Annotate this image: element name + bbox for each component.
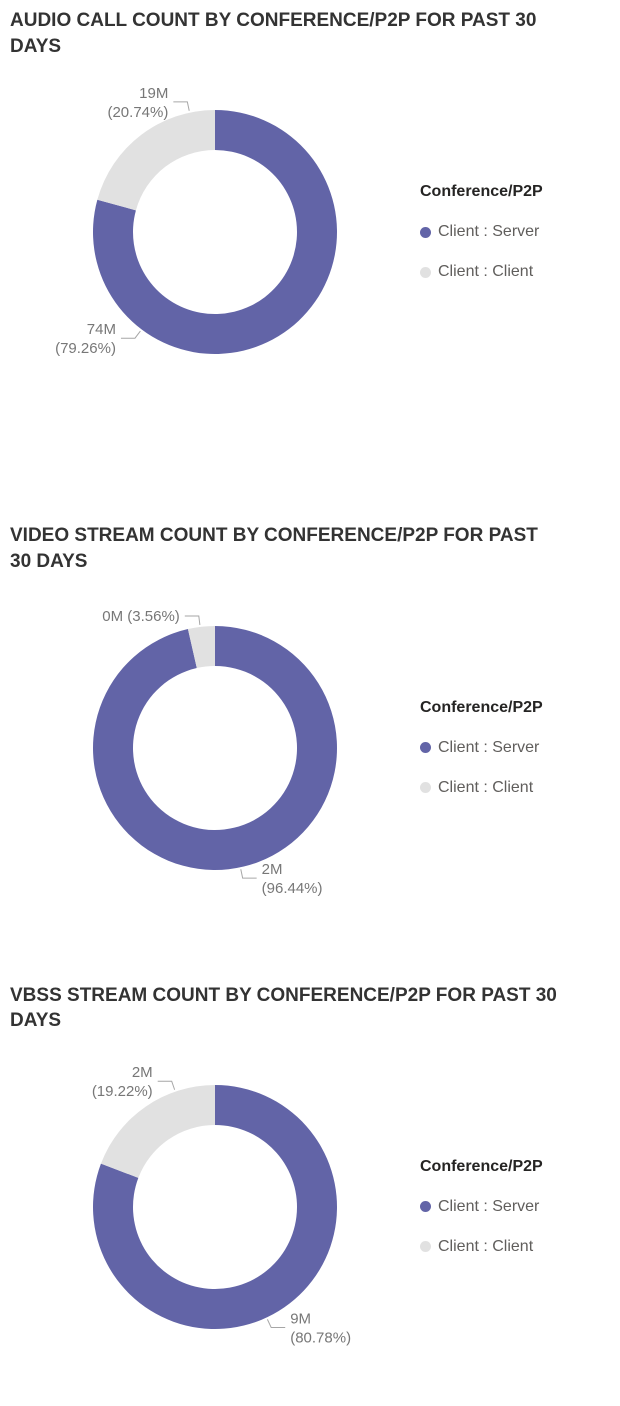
data-label: (96.44%) bbox=[262, 880, 323, 897]
data-label: 19M bbox=[139, 85, 168, 102]
legend-item-label: Client : Client bbox=[438, 263, 534, 281]
legend-item-client-server[interactable]: Client : Server bbox=[420, 1198, 543, 1216]
data-label: 2M bbox=[262, 861, 283, 878]
donut-chart-video: 0M (3.56%) 2M (96.44%) bbox=[92, 608, 338, 897]
chart-title-audio: AUDIO CALL COUNT BY CONFERENCE/P2P FOR P… bbox=[10, 10, 537, 57]
data-label: (20.74%) bbox=[107, 104, 168, 121]
data-label: (79.26%) bbox=[55, 340, 116, 357]
legend-item-client-server[interactable]: Client : Server bbox=[420, 223, 543, 241]
donut-chart-vbss: 2M (19.22%) 9M (80.78%) bbox=[92, 1064, 351, 1346]
data-label: (19.22%) bbox=[92, 1083, 153, 1100]
legend-item-client-client[interactable]: Client : Client bbox=[420, 263, 543, 281]
legend-bullet-icon bbox=[420, 742, 431, 754]
donut-slice-client-server[interactable] bbox=[93, 1084, 337, 1329]
legend-item-label: Client : Server bbox=[438, 738, 540, 756]
callout-leader-line bbox=[266, 1319, 286, 1328]
callout-leader-line bbox=[184, 615, 201, 625]
legend-item-client-server[interactable]: Client : Server bbox=[420, 739, 543, 757]
legend: Conference/P2P Client : Server Client : … bbox=[420, 183, 543, 281]
donut-slice-client-server[interactable] bbox=[93, 110, 337, 355]
chart-title-video: VIDEO STREAM COUNT BY CONFERENCE/P2P FOR… bbox=[10, 525, 538, 572]
donut-slice-client-client[interactable] bbox=[100, 1084, 215, 1178]
chart-body: 0M (3.56%) 2M (96.44%) Conference/P2P Clie… bbox=[10, 583, 610, 913]
legend-item-label: Client : Server bbox=[438, 1197, 540, 1215]
donut-chart-audio: 19M (20.74%) 74M (79.26%) bbox=[55, 85, 337, 357]
legend-item-label: Client : Client bbox=[438, 778, 534, 796]
legend: Conference/P2P Client : Server Client : … bbox=[420, 699, 543, 797]
chart-body: 19M (20.74%) 74M (79.26%) Conference/P2P Cl… bbox=[10, 67, 610, 397]
callout-leader-line bbox=[120, 331, 141, 339]
legend-bullet-icon bbox=[420, 266, 431, 278]
legend: Conference/P2P Client : Server Client : … bbox=[420, 1158, 543, 1256]
legend-item-label: Client : Server bbox=[438, 223, 540, 241]
legend-title: Conference/P2P bbox=[420, 698, 543, 716]
video-stream-chart-card: VIDEO STREAM COUNT BY CONFERENCE/P2P FOR… bbox=[10, 523, 610, 912]
legend-item-client-client[interactable]: Client : Client bbox=[420, 1238, 543, 1256]
vbss-stream-chart-card: VBSS STREAM COUNT BY CONFERENCE/P2P FOR … bbox=[10, 983, 610, 1372]
legend-bullet-icon bbox=[420, 226, 431, 238]
legend-title: Conference/P2P bbox=[420, 1157, 543, 1175]
audio-call-chart-card: AUDIO CALL COUNT BY CONFERENCE/P2P FOR P… bbox=[10, 8, 610, 397]
legend-bullet-icon bbox=[420, 782, 431, 794]
legend-bullet-icon bbox=[420, 1241, 431, 1253]
donut-slice-client-server[interactable] bbox=[92, 625, 338, 870]
legend-bullet-icon bbox=[420, 1201, 431, 1213]
donut-slice-client-client[interactable] bbox=[187, 625, 215, 668]
callout-leader-line bbox=[157, 1080, 176, 1090]
legend-item-label: Client : Client bbox=[438, 1237, 534, 1255]
chart-body: 2M (19.22%) 9M (80.78%) Conference/P2P Clie… bbox=[10, 1042, 610, 1372]
data-label: 0M (3.56%) bbox=[102, 608, 180, 625]
callout-leader-line bbox=[173, 101, 190, 112]
data-label: 2M bbox=[132, 1064, 153, 1081]
data-label: (80.78%) bbox=[290, 1329, 351, 1346]
legend-title: Conference/P2P bbox=[420, 183, 543, 201]
callout-leader-line bbox=[240, 868, 257, 879]
data-label: 74M bbox=[87, 321, 116, 338]
legend-item-client-client[interactable]: Client : Client bbox=[420, 779, 543, 797]
chart-title-vbss: VBSS STREAM COUNT BY CONFERENCE/P2P FOR … bbox=[10, 984, 557, 1032]
data-label: 9M bbox=[290, 1310, 311, 1327]
donut-slice-client-client[interactable] bbox=[97, 110, 215, 211]
